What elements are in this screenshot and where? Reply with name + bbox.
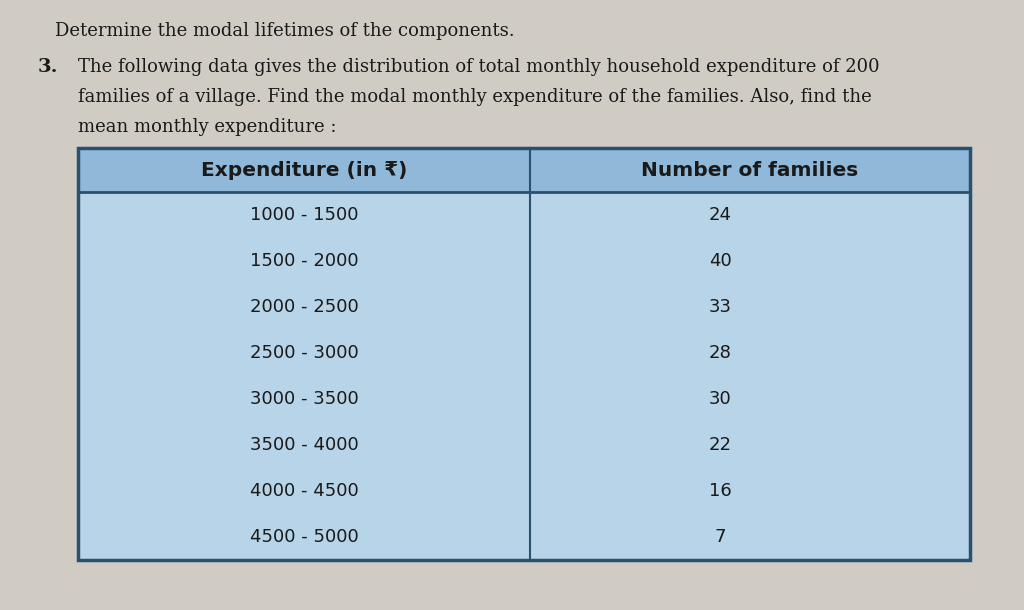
- Bar: [78, 148, 970, 560]
- Text: Number of families: Number of families: [641, 160, 859, 179]
- Text: 7: 7: [715, 528, 726, 546]
- Text: 16: 16: [709, 482, 731, 500]
- Text: 28: 28: [709, 344, 731, 362]
- Text: 40: 40: [709, 252, 731, 270]
- Text: 1000 - 1500: 1000 - 1500: [250, 206, 358, 224]
- Text: 30: 30: [709, 390, 731, 408]
- Text: 3.: 3.: [38, 58, 58, 76]
- Text: 33: 33: [709, 298, 731, 316]
- Text: 22: 22: [709, 436, 731, 454]
- Text: 3000 - 3500: 3000 - 3500: [250, 390, 358, 408]
- Bar: [78, 148, 970, 192]
- Text: 24: 24: [709, 206, 731, 224]
- Text: Determine the modal lifetimes of the components.: Determine the modal lifetimes of the com…: [55, 22, 515, 40]
- Text: 2500 - 3000: 2500 - 3000: [250, 344, 358, 362]
- Text: mean monthly expenditure :: mean monthly expenditure :: [78, 118, 337, 136]
- Text: 4500 - 5000: 4500 - 5000: [250, 528, 358, 546]
- Text: 2000 - 2500: 2000 - 2500: [250, 298, 358, 316]
- Text: Expenditure (in ₹): Expenditure (in ₹): [201, 160, 408, 179]
- Text: families of a village. Find the modal monthly expenditure of the families. Also,: families of a village. Find the modal mo…: [78, 88, 871, 106]
- Text: 1500 - 2000: 1500 - 2000: [250, 252, 358, 270]
- Text: The following data gives the distribution of total monthly household expenditure: The following data gives the distributio…: [78, 58, 880, 76]
- Bar: [78, 148, 970, 560]
- Text: 3500 - 4000: 3500 - 4000: [250, 436, 358, 454]
- Text: 4000 - 4500: 4000 - 4500: [250, 482, 358, 500]
